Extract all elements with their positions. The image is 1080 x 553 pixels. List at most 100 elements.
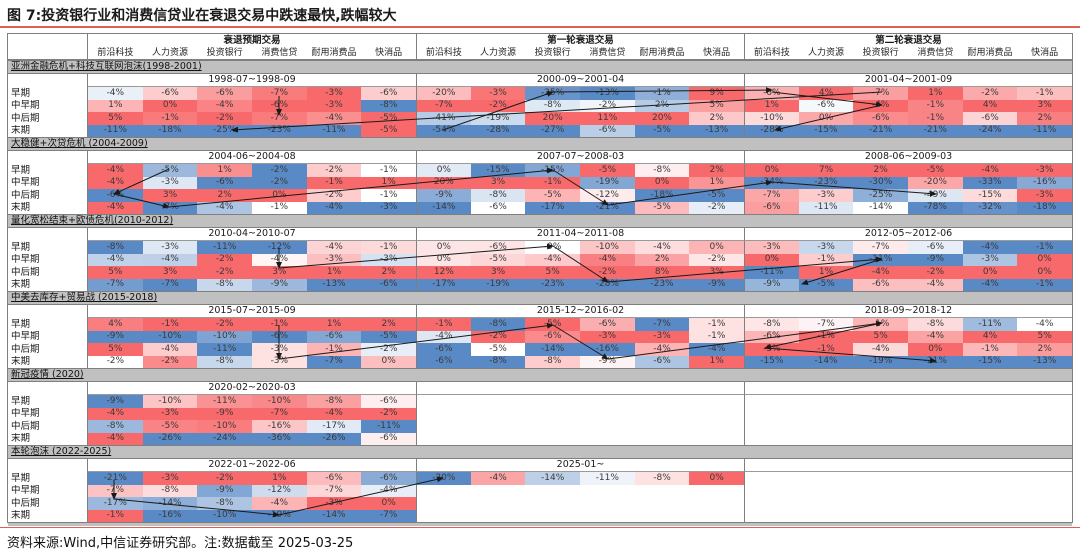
- empty-cell: [471, 485, 526, 498]
- heatmap-cell: -15%: [744, 355, 799, 368]
- heatmap-cell: -6%: [361, 278, 416, 291]
- heatmap-cell: -11%: [88, 124, 143, 137]
- heatmap-cell: -19%: [470, 112, 526, 125]
- period-header: 2015-12~2016-02: [416, 305, 744, 318]
- heatmap-cell: -15%: [962, 189, 1018, 202]
- heatmap-cell: -6%: [798, 99, 854, 112]
- heatmap-cell: -16%: [580, 343, 635, 356]
- heatmap-cell: -8%: [470, 189, 526, 202]
- section-label: 中美去库存+贸易战 (2015-2018): [11, 292, 158, 304]
- heatmap-cell: -3%: [580, 330, 635, 343]
- heatmap-cell: -3%: [1017, 189, 1072, 202]
- heatmap-cell: -3%: [634, 330, 690, 343]
- empty-cell: [744, 484, 799, 497]
- heatmap-cell: -1%: [1017, 278, 1072, 291]
- empty-cell: [799, 510, 854, 523]
- heatmap-cell: 0%: [962, 266, 1018, 279]
- heatmap-cell: -11%: [197, 395, 252, 408]
- heatmap-cell: -5%: [361, 124, 416, 137]
- empty-cell: [525, 497, 580, 510]
- heatmap-cell: -1%: [252, 318, 307, 331]
- heatmap-cell: -6%: [470, 201, 526, 214]
- empty-cell: [963, 433, 1018, 446]
- empty-cell: [1017, 433, 1072, 446]
- heatmap-cell: -5%: [361, 112, 416, 125]
- row-label: 末期: [8, 278, 88, 291]
- heatmap-cell: -4%: [580, 253, 635, 266]
- heatmap-cell: -1%: [416, 318, 471, 331]
- heatmap-cell: -3%: [142, 176, 198, 189]
- heatmap-cell: 4%: [962, 330, 1018, 343]
- heatmap-cell: -10%: [252, 395, 307, 408]
- heatmap-cell: -11%: [962, 318, 1018, 331]
- heatmap-cell: 2%: [1017, 343, 1072, 356]
- column-header: 人力资源: [798, 47, 854, 60]
- heatmap-cell: -4%: [142, 253, 198, 266]
- heatmap-cell: -1%: [306, 176, 362, 189]
- heatmap-cell: -27%: [525, 124, 580, 137]
- heatmap-cell: 1%: [744, 99, 799, 112]
- empty-cell: [635, 395, 690, 408]
- heatmap-cell: -4%: [689, 343, 744, 356]
- heatmap-cell: -7%: [142, 278, 198, 291]
- empty-cell: [416, 484, 471, 497]
- empty-cell: [635, 510, 690, 523]
- row-label: 中后期: [8, 420, 88, 433]
- empty-cell: [799, 420, 854, 433]
- period-row-spacer: [8, 305, 88, 318]
- heatmap-cell: 3%: [470, 266, 526, 279]
- heatmap-cell: -34%: [744, 176, 799, 189]
- heatmap-cell: -5%: [689, 189, 744, 202]
- heatmap-cell: -3%: [306, 497, 362, 510]
- heatmap-cell: 1%: [88, 99, 143, 112]
- heatmap-cell: 3%: [470, 176, 526, 189]
- empty-cell: [853, 395, 908, 408]
- section-label: 新冠疫情 (2020): [11, 369, 84, 381]
- heatmap-cell: -20%: [416, 472, 471, 485]
- empty-cell: [635, 433, 690, 446]
- empty-cell: [799, 395, 854, 408]
- heatmap-cell: -4%: [306, 407, 362, 420]
- heatmap-cell: -4%: [197, 201, 252, 214]
- heatmap-cell: 0%: [142, 99, 198, 112]
- empty-cell: [963, 510, 1018, 523]
- heatmap-cell: -3%: [252, 343, 307, 356]
- heatmap-cell: -8%: [306, 395, 362, 408]
- heatmap-cell: -19%: [470, 278, 526, 291]
- heatmap-cell: -14%: [142, 497, 198, 510]
- heatmap-cell: -7%: [416, 99, 471, 112]
- heatmap-cell: 5%: [525, 266, 580, 279]
- period-empty: [744, 382, 1072, 395]
- empty-cell: [799, 408, 854, 421]
- heatmap-cell: -8%: [470, 318, 526, 331]
- row-label: 中早期: [8, 407, 88, 420]
- heatmap-cell: -23%: [634, 278, 690, 291]
- heatmap-cell: -7%: [798, 318, 854, 331]
- heatmap-cell: -3%: [798, 241, 854, 254]
- heatmap-cell: -8%: [197, 355, 252, 368]
- heatmap-cell: -9%: [88, 330, 143, 343]
- column-header: 耐用消费品: [306, 47, 362, 60]
- heatmap-cell: -14%: [853, 201, 908, 214]
- heatmap-cell: -8%: [634, 472, 690, 485]
- empty-cell: [635, 420, 690, 433]
- empty-cell: [799, 433, 854, 446]
- empty-cell: [853, 472, 908, 485]
- heatmap-cell: -5%: [361, 330, 416, 343]
- empty-cell: [963, 408, 1018, 421]
- period-header: 2001-04~2001-09: [744, 74, 1072, 87]
- row-label: 中后期: [8, 497, 88, 510]
- group-header: 第二轮衰退交易: [744, 34, 1072, 47]
- empty-cell: [853, 485, 908, 498]
- empty-cell: [744, 472, 799, 485]
- heatmap-cell: -1%: [798, 343, 854, 356]
- heatmap-cell: -15%: [470, 164, 526, 177]
- heatmap-cell: 1%: [689, 355, 744, 368]
- heatmap-cell: -18%: [142, 124, 198, 137]
- heatmap-cell: -6%: [525, 330, 580, 343]
- heatmap-cell: -4%: [252, 253, 307, 266]
- heatmap-cell: 5%: [689, 99, 744, 112]
- empty-cell: [689, 485, 744, 498]
- heatmap-cell: 2%: [361, 318, 416, 331]
- row-label: 末期: [8, 124, 88, 137]
